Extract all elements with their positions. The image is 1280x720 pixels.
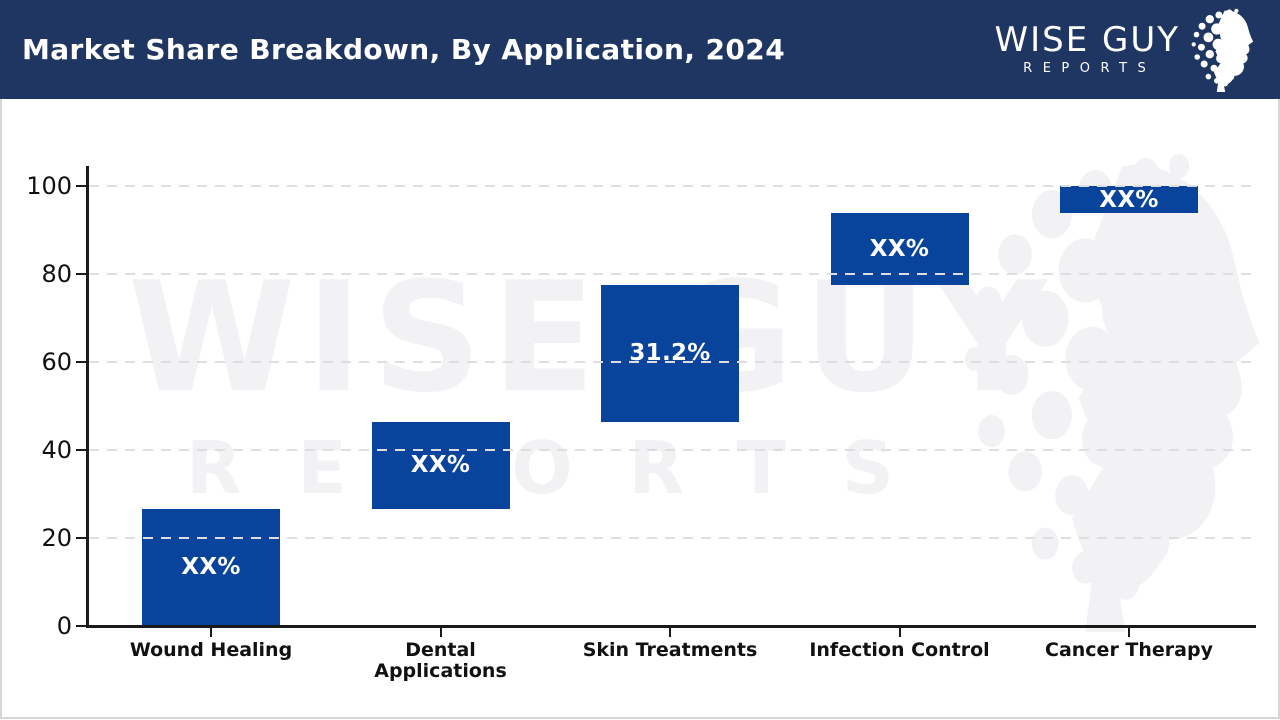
watermark-text-top: WISE GUY bbox=[128, 249, 1057, 426]
x-tick bbox=[669, 628, 671, 637]
y-tick-label-20: 20 bbox=[41, 524, 72, 552]
y-tick-label-100: 100 bbox=[26, 172, 72, 200]
gridline-y-100 bbox=[89, 185, 1256, 187]
page-title: Market Share Breakdown, By Application, … bbox=[22, 33, 786, 66]
y-axis bbox=[86, 166, 89, 628]
x-category-label-skin-treatments: Skin Treatments bbox=[582, 639, 758, 661]
y-tick-label-0: 0 bbox=[56, 612, 72, 640]
bar-label-cancer-therapy: XX% bbox=[1099, 186, 1159, 213]
y-tick bbox=[76, 361, 86, 363]
wise-guy-face-icon bbox=[1186, 8, 1256, 92]
y-tick bbox=[76, 625, 86, 627]
bar-label-wound-healing: XX% bbox=[181, 554, 241, 581]
brand-subname: REPORTS bbox=[1023, 61, 1157, 76]
x-tick bbox=[210, 628, 212, 637]
gridline-y-40 bbox=[89, 449, 1256, 451]
y-tick bbox=[76, 273, 86, 275]
bar-label-dental-applications: XX% bbox=[410, 452, 471, 479]
bar-dental-applications bbox=[371, 421, 510, 509]
bar-skin-treatments bbox=[601, 284, 739, 422]
x-axis bbox=[86, 625, 1256, 628]
bar-infection-control bbox=[830, 213, 969, 285]
x-category-label-wound-healing: Wound Healing bbox=[129, 639, 293, 661]
x-category-label-cancer-therapy: Cancer Therapy bbox=[1045, 639, 1213, 661]
watermark-text-bottom: REPORTS bbox=[186, 426, 950, 510]
watermark-face-icon bbox=[938, 150, 1273, 632]
y-tick bbox=[76, 185, 86, 187]
y-tick-label-60: 60 bbox=[41, 348, 72, 376]
y-tick-label-40: 40 bbox=[41, 436, 72, 464]
bar-label-infection-control: XX% bbox=[869, 235, 930, 262]
y-tick bbox=[76, 449, 86, 451]
brand-wordmark: WISE GUY REPORTS bbox=[994, 23, 1180, 76]
bar-wound-healing bbox=[142, 508, 280, 626]
gridline-y-80 bbox=[89, 273, 1256, 275]
brand-logo: WISE GUY REPORTS bbox=[994, 8, 1256, 92]
bar-label-skin-treatments: 31.2% bbox=[629, 340, 711, 367]
x-category-label-dental-applications: Dental Applications bbox=[374, 639, 507, 683]
y-tick bbox=[76, 537, 86, 539]
x-tick bbox=[1128, 628, 1130, 637]
header: Market Share Breakdown, By Application, … bbox=[0, 0, 1280, 99]
gridline-y-20 bbox=[89, 537, 1256, 539]
brand-name: WISE GUY bbox=[994, 20, 1180, 60]
x-tick bbox=[898, 628, 901, 637]
x-category-label-infection-control: Infection Control bbox=[809, 639, 990, 661]
gridline-y-60 bbox=[89, 361, 1256, 363]
x-tick bbox=[439, 628, 442, 637]
y-tick-label-80: 80 bbox=[41, 260, 72, 288]
